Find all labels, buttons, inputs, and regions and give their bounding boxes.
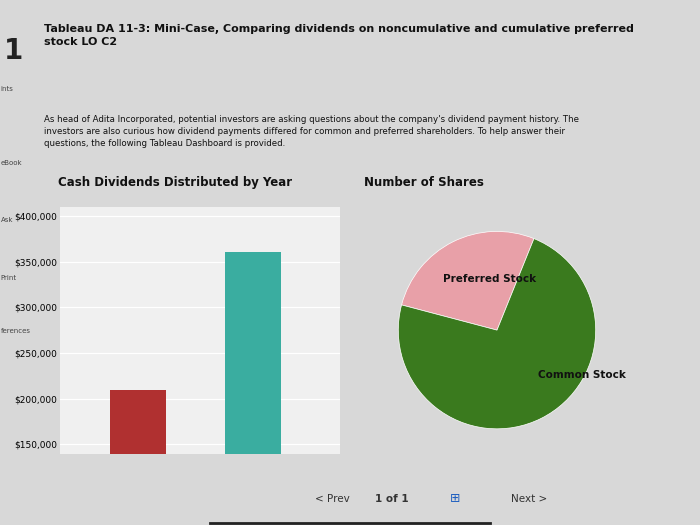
Text: Number of Shares: Number of Shares [364, 176, 484, 189]
Text: Common Stock: Common Stock [538, 370, 627, 380]
Text: ints: ints [1, 86, 13, 92]
Text: As head of Adita Incorporated, potential investors are asking questions about th: As head of Adita Incorporated, potential… [44, 116, 579, 148]
Text: eBook: eBook [1, 160, 22, 166]
Bar [225, 253, 281, 525]
Text: Tableau DA 11-3: Mini-Case, Comparing dividends on noncumulative and cumulative : Tableau DA 11-3: Mini-Case, Comparing di… [44, 24, 634, 47]
Bar [110, 390, 166, 525]
Text: Next >: Next > [511, 494, 547, 504]
Text: ferences: ferences [1, 328, 31, 334]
Wedge shape [402, 232, 534, 330]
Text: Cash Dividends Distributed by Year: Cash Dividends Distributed by Year [58, 176, 292, 189]
Text: Preferred Stock: Preferred Stock [442, 274, 536, 284]
Text: ⊞: ⊞ [449, 492, 461, 506]
Text: < Prev: < Prev [315, 494, 350, 504]
Text: Ask: Ask [1, 217, 13, 224]
Text: Print: Print [1, 275, 17, 281]
Text: 1: 1 [4, 37, 22, 65]
Wedge shape [398, 238, 596, 429]
Text: 1 of 1: 1 of 1 [375, 494, 409, 504]
